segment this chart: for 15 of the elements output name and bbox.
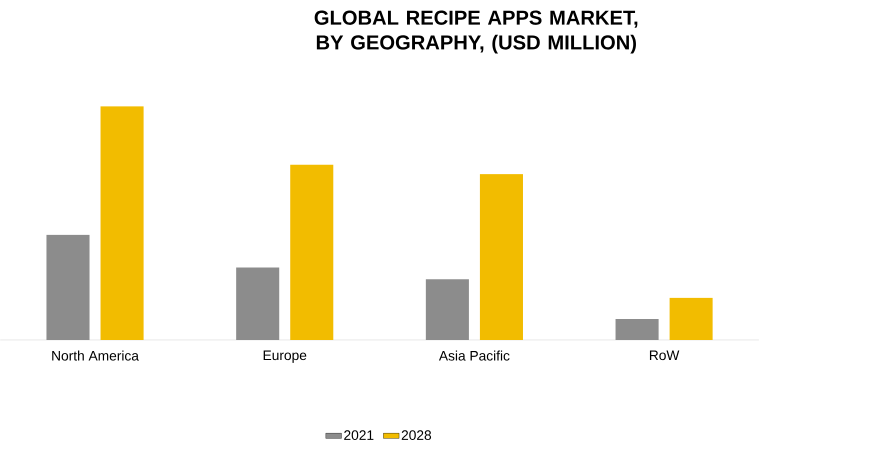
bar	[670, 298, 713, 340]
bar	[46, 235, 90, 340]
bar	[290, 164, 334, 340]
x-tick-label: North America	[52, 350, 139, 361]
legend-label: 2021	[344, 430, 374, 440]
x-tick-label: Europe	[264, 350, 306, 364]
bar	[480, 174, 523, 340]
bar	[236, 268, 280, 340]
bar	[616, 319, 659, 340]
chart-title: GLOBAL RECIPE APPS MARKET, BY GEOGRAPHY, (USD MILLION)	[314, 10, 638, 54]
legend-label: 2028	[402, 430, 432, 440]
x-tick-label: RoW	[650, 350, 680, 360]
bar	[100, 106, 144, 340]
x-tick-label: Asia Pacific	[438, 350, 510, 361]
bar	[426, 279, 469, 340]
